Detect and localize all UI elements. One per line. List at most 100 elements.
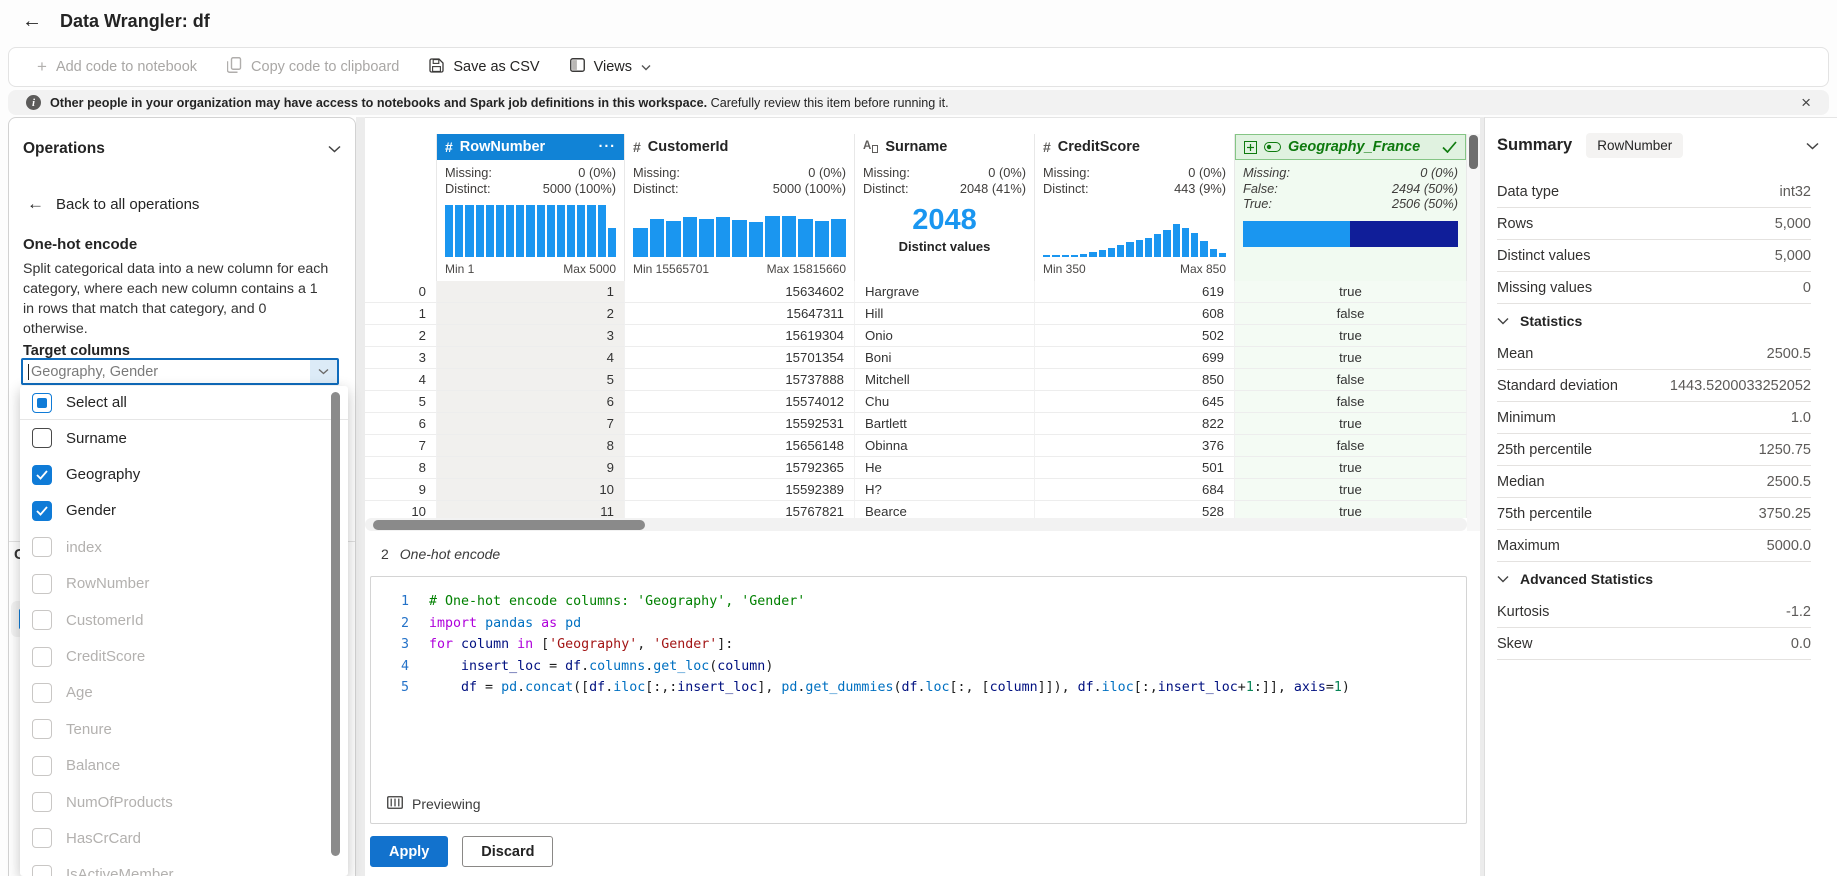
grid-cell[interactable]: 15737888 xyxy=(625,369,855,391)
chevron-down-icon[interactable] xyxy=(1497,317,1509,325)
scrollbar-thumb[interactable] xyxy=(1469,135,1478,169)
checkbox-CustomerId[interactable] xyxy=(32,610,52,631)
grid-cell[interactable]: true xyxy=(1235,413,1467,435)
grid-horizontal-scrollbar[interactable] xyxy=(365,518,1467,531)
grid-cell[interactable]: true xyxy=(1235,457,1467,479)
checkbox-Balance[interactable] xyxy=(32,755,52,776)
column-title-RowNumber[interactable]: # RowNumber ··· xyxy=(437,134,624,160)
add-code-to-notebook-button[interactable]: + Add code to notebook xyxy=(37,57,197,77)
views-button[interactable]: Views xyxy=(569,58,651,76)
grid-cell[interactable]: 822 xyxy=(1035,413,1235,435)
grid-cell[interactable]: 0 xyxy=(365,281,437,303)
grid-cell[interactable]: true xyxy=(1235,501,1467,518)
chevron-down-icon[interactable] xyxy=(1497,575,1509,583)
scrollbar-thumb[interactable] xyxy=(373,519,645,530)
grid-cell[interactable]: 501 xyxy=(1035,457,1235,479)
grid-cell[interactable]: 608 xyxy=(1035,303,1235,325)
grid-cell[interactable]: Hargrave xyxy=(855,281,1035,303)
column-title-Geography_France[interactable]: Geography_France xyxy=(1235,134,1466,160)
column-menu-button[interactable]: ··· xyxy=(598,139,616,155)
grid-cell[interactable]: Boni xyxy=(855,347,1035,369)
grid-cell[interactable]: false xyxy=(1235,369,1467,391)
save-as-csv-button[interactable]: Save as CSV xyxy=(429,57,540,77)
column-title-CustomerId[interactable]: # CustomerId xyxy=(625,134,854,160)
grid-cell[interactable]: 15767821 xyxy=(625,501,855,518)
grid-cell[interactable]: 3 xyxy=(365,347,437,369)
dropdown-item-Surname[interactable]: Surname xyxy=(20,420,348,456)
grid-cell[interactable]: 15792365 xyxy=(625,457,855,479)
column-header-Geography_France[interactable]: Geography_France Missing: 0 (0%) False: 2494… xyxy=(1235,134,1467,281)
grid-cell[interactable]: 1 xyxy=(437,281,625,303)
grid-cell[interactable]: 15592531 xyxy=(625,413,855,435)
dropdown-item-Age[interactable]: Age xyxy=(20,675,348,711)
grid-vertical-scrollbar[interactable] xyxy=(1467,134,1480,531)
grid-cell[interactable]: 699 xyxy=(1035,347,1235,369)
grid-cell[interactable]: Mitchell xyxy=(855,369,1035,391)
grid-cell[interactable]: false xyxy=(1235,435,1467,457)
grid-cell[interactable]: 619 xyxy=(1035,281,1235,303)
grid-cell[interactable]: Chu xyxy=(855,391,1035,413)
apply-button[interactable]: Apply xyxy=(370,836,449,867)
grid-cell[interactable]: Onio xyxy=(855,325,1035,347)
grid-cell[interactable]: 15592389 xyxy=(625,479,855,501)
grid-cell[interactable]: 6 xyxy=(437,391,625,413)
grid-cell[interactable]: 9 xyxy=(365,479,437,501)
grid-cell[interactable]: 10 xyxy=(365,501,437,518)
grid-cell[interactable]: 15574012 xyxy=(625,391,855,413)
grid-cell[interactable]: 1 xyxy=(365,303,437,325)
grid-cell[interactable]: 15634602 xyxy=(625,281,855,303)
dropdown-item-NumOfProducts[interactable]: NumOfProducts xyxy=(20,784,348,820)
grid-cell[interactable]: 4 xyxy=(437,347,625,369)
checkbox-HasCrCard[interactable] xyxy=(32,828,52,849)
column-header-CreditScore[interactable]: # CreditScore Missing: 0 (0%) Distinct: 443 (… xyxy=(1035,134,1235,281)
grid-cell[interactable]: true xyxy=(1235,325,1467,347)
grid-cell[interactable]: 7 xyxy=(437,413,625,435)
grid-cell[interactable]: true xyxy=(1235,281,1467,303)
checkbox-RowNumber[interactable] xyxy=(32,573,52,594)
checkbox-Geography[interactable] xyxy=(32,464,52,485)
dropdown-item-Balance[interactable]: Balance xyxy=(20,748,348,784)
dropdown-item-CustomerId[interactable]: CustomerId xyxy=(20,602,348,638)
grid-cell[interactable]: 2 xyxy=(365,325,437,347)
grid-cell[interactable]: 7 xyxy=(365,435,437,457)
dropdown-item-Geography[interactable]: Geography xyxy=(20,456,348,492)
checkbox-index[interactable] xyxy=(32,537,52,558)
operations-header[interactable]: Operations xyxy=(23,140,341,158)
close-icon[interactable]: × xyxy=(1801,93,1811,112)
checkbox-Age[interactable] xyxy=(32,682,52,703)
grid-cell[interactable]: 8 xyxy=(365,457,437,479)
grid-cell[interactable]: 10 xyxy=(437,479,625,501)
grid-cell[interactable]: Hill xyxy=(855,303,1035,325)
grid-cell[interactable]: 15656148 xyxy=(625,435,855,457)
grid-cell[interactable]: 684 xyxy=(1035,479,1235,501)
grid-cell[interactable]: false xyxy=(1235,391,1467,413)
column-title-CreditScore[interactable]: # CreditScore xyxy=(1035,134,1234,160)
grid-cell[interactable]: 850 xyxy=(1035,369,1235,391)
dropdown-item-Gender[interactable]: Gender xyxy=(20,493,348,529)
column-header-CustomerId[interactable]: # CustomerId Missing: 0 (0%) Distinct: 5000 (… xyxy=(625,134,855,281)
grid-cell[interactable]: true xyxy=(1235,347,1467,369)
checkbox-IsActiveMember[interactable] xyxy=(32,864,52,876)
grid-cell[interactable]: 9 xyxy=(437,457,625,479)
column-title-Surname[interactable]: A Surname xyxy=(855,134,1034,160)
grid-cell[interactable]: 5 xyxy=(365,391,437,413)
checkbox-Tenure[interactable] xyxy=(32,719,52,740)
dropdown-item-select-all[interactable]: Select all xyxy=(20,386,348,419)
dropdown-item-index[interactable]: index xyxy=(20,529,348,565)
grid-cell[interactable]: 15619304 xyxy=(625,325,855,347)
grid-cell[interactable]: 528 xyxy=(1035,501,1235,518)
back-to-all-operations-link[interactable]: ← Back to all operations xyxy=(27,194,199,214)
grid-cell[interactable]: true xyxy=(1235,479,1467,501)
column-header-Surname[interactable]: A Surname Missing: 0 (0%) Distinct: 2048 (41%… xyxy=(855,134,1035,281)
grid-cell[interactable]: He xyxy=(855,457,1035,479)
grid-cell[interactable]: Bearce xyxy=(855,501,1035,518)
checkbox-Gender[interactable] xyxy=(32,500,52,521)
dropdown-toggle-button[interactable] xyxy=(310,360,337,383)
column-header-RowNumber[interactable]: # RowNumber ··· Missing: 0 (0%) Distinct: 5000… xyxy=(437,134,625,281)
checkbox-NumOfProducts[interactable] xyxy=(32,792,52,813)
grid-cell[interactable]: 11 xyxy=(437,501,625,518)
checkbox-select-all[interactable] xyxy=(32,392,52,413)
chevron-down-icon[interactable] xyxy=(1806,137,1819,155)
grid-cell[interactable]: Bartlett xyxy=(855,413,1035,435)
copy-code-button[interactable]: Copy code to clipboard xyxy=(226,57,399,77)
